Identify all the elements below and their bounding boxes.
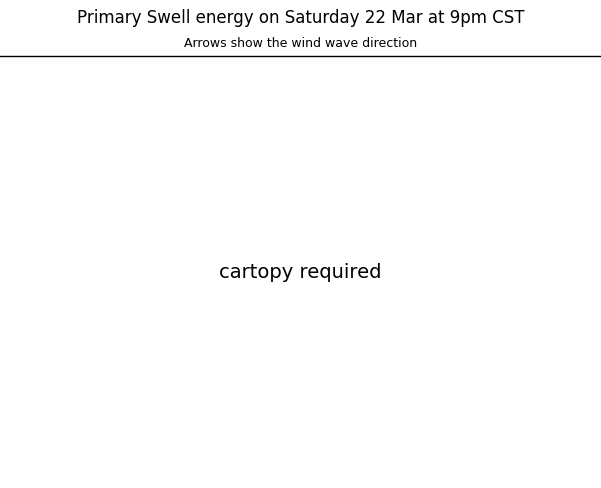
Text: cartopy required: cartopy required bbox=[219, 263, 382, 282]
Text: Arrows show the wind wave direction: Arrows show the wind wave direction bbox=[184, 37, 417, 50]
Text: Primary Swell energy on Saturday 22 Mar at 9pm CST: Primary Swell energy on Saturday 22 Mar … bbox=[77, 9, 524, 27]
